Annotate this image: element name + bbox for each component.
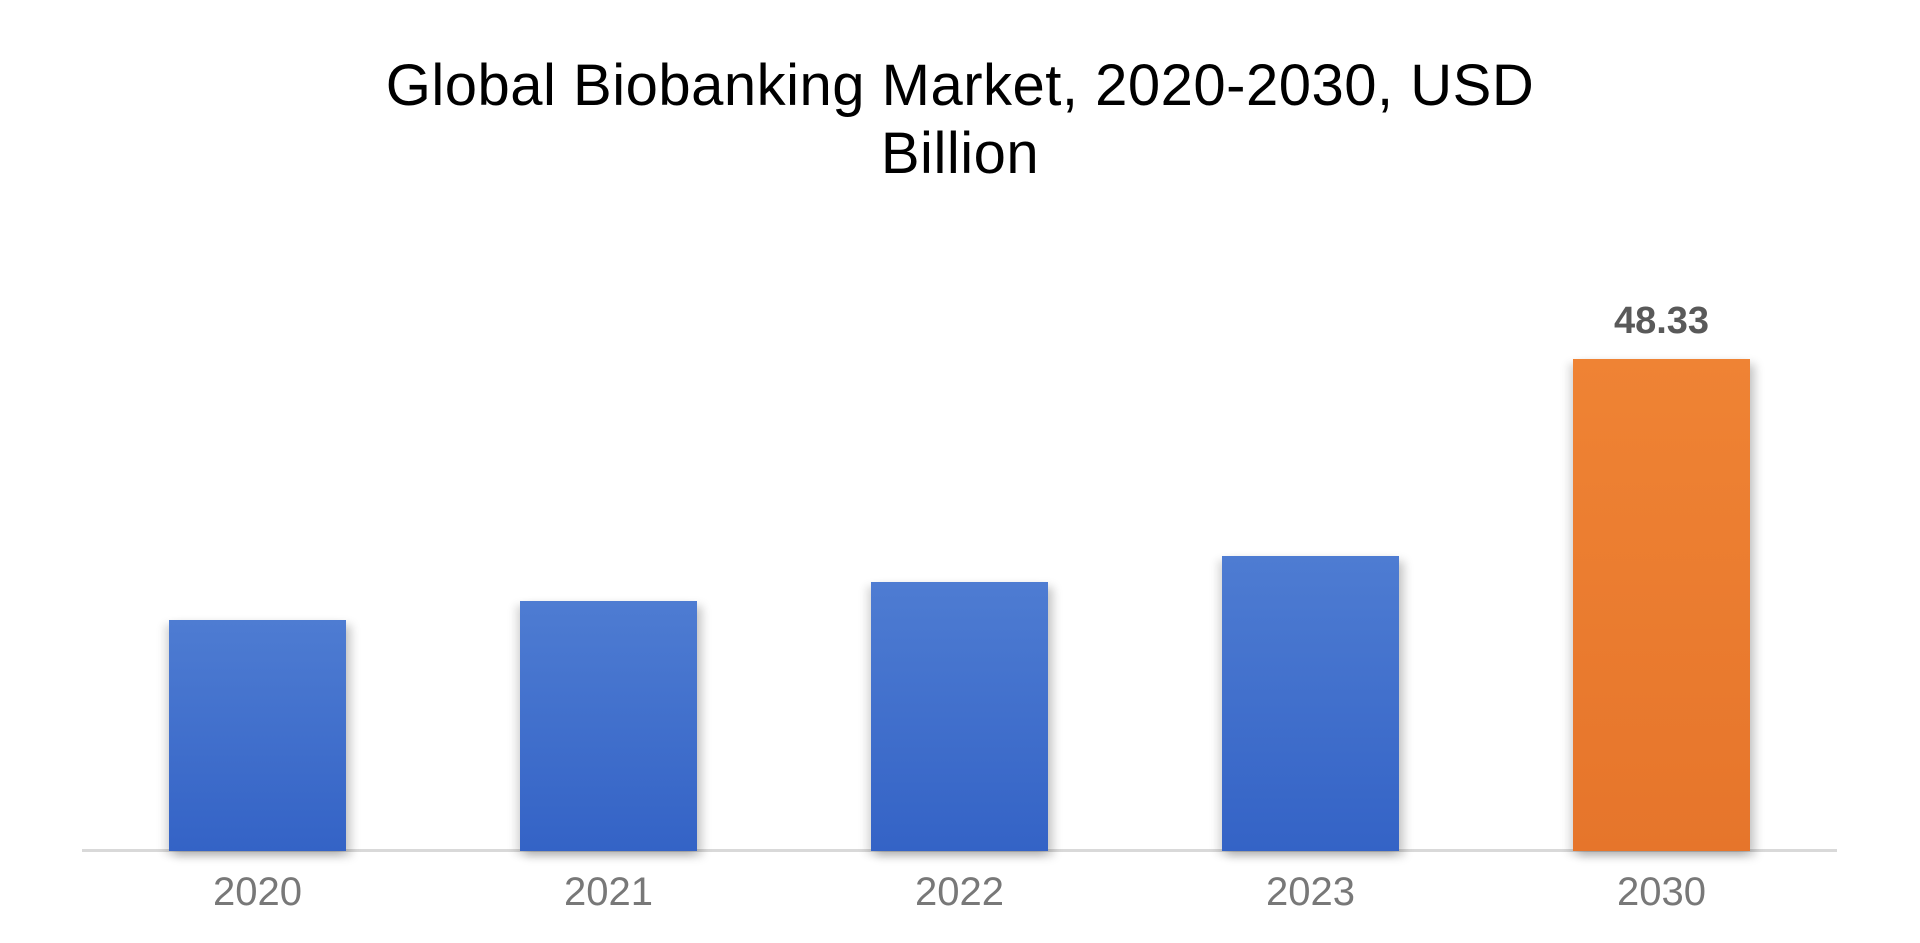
x-tick-label-2022: 2022 <box>915 870 1004 914</box>
bar-value-label: 48.33 <box>1613 300 1710 342</box>
bar-slot: 48.33 <box>1486 300 1837 851</box>
x-tick-label-2021: 2021 <box>564 870 653 914</box>
bar-2022 <box>871 582 1048 851</box>
bar-slot <box>1135 556 1486 851</box>
bar-slot <box>82 620 433 851</box>
bar-2030: 48.33 <box>1573 300 1750 851</box>
bars-container: 48.33 <box>82 0 1837 851</box>
x-tick-label-2030: 2030 <box>1617 870 1706 914</box>
bar-2021 <box>520 601 697 851</box>
chart-title: Global Biobanking Market, 2020-2030, USD… <box>385 53 1535 187</box>
bar-slot <box>433 601 784 851</box>
bar-2020 <box>169 620 346 851</box>
x-tick-label-2023: 2023 <box>1266 870 1355 914</box>
x-axis-labels: 2020 2021 2022 2023 2030 <box>82 868 1837 916</box>
bar-slot <box>784 582 1135 851</box>
x-tick-label-2020: 2020 <box>213 870 302 914</box>
bar-2023 <box>1222 556 1399 851</box>
